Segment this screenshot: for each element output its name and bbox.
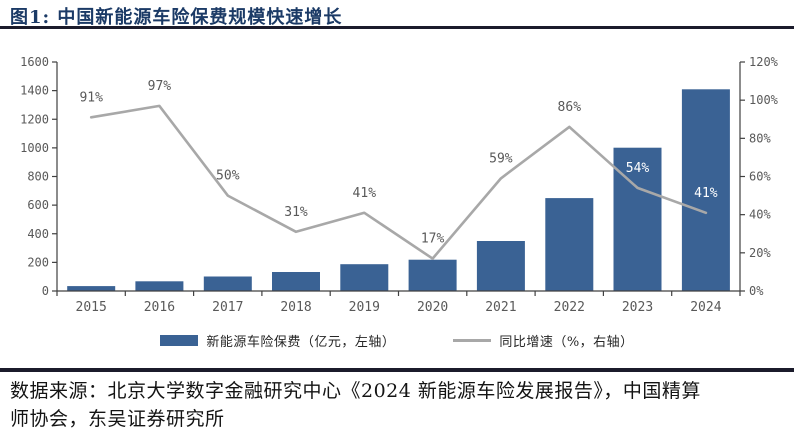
bar-swatch-icon (160, 335, 199, 346)
svg-text:1600: 1600 (20, 55, 49, 69)
data-label: 54% (626, 161, 650, 176)
line-swatch-icon (453, 339, 492, 342)
bar-2017 (203, 276, 252, 291)
data-label: 41% (694, 186, 718, 201)
x-tick-label: 2016 (144, 300, 175, 315)
x-tick-label: 2018 (280, 300, 311, 315)
svg-text:80%: 80% (749, 131, 771, 145)
x-tick-label: 2015 (76, 300, 107, 315)
legend-label-growth: 同比增速（%，右轴） (499, 335, 634, 350)
bar-2023 (613, 147, 662, 291)
source-rule (0, 368, 794, 372)
bar-2018 (272, 272, 320, 291)
legend: 新能源车险保费（亿元，左轴） 同比增速（%，右轴） (0, 331, 794, 350)
x-tick-label: 2024 (690, 300, 721, 315)
bar-2021 (476, 241, 525, 291)
x-tick-label: 2023 (622, 300, 653, 315)
svg-text:0%: 0% (749, 284, 764, 298)
x-tick-label: 2022 (554, 300, 585, 315)
figure-title: 图1: 中国新能源车险保费规模快速增长 (10, 7, 343, 28)
data-label: 97% (148, 79, 172, 94)
svg-text:400: 400 (27, 227, 49, 241)
bar-2022 (545, 198, 594, 291)
svg-text:100%: 100% (749, 93, 779, 107)
data-label: 86% (558, 100, 582, 115)
svg-text:600: 600 (27, 198, 49, 212)
svg-text:40%: 40% (749, 208, 771, 222)
svg-text:200: 200 (27, 255, 49, 269)
source-note: 数据来源：北京大学数字金融研究中心《2024 新能源车险发展报告》，中国精算师协… (10, 380, 701, 430)
svg-text:20%: 20% (749, 246, 771, 260)
title-rule (0, 26, 794, 29)
legend-item-growth: 同比增速（%，右轴） (453, 331, 633, 350)
svg-text:1200: 1200 (20, 112, 49, 126)
svg-text:1400: 1400 (20, 84, 49, 98)
svg-text:60%: 60% (749, 170, 771, 184)
data-label: 50% (216, 169, 240, 184)
data-label: 17% (421, 232, 445, 247)
x-tick-label: 2020 (417, 300, 448, 315)
x-tick-label: 2019 (349, 300, 380, 315)
data-label: 41% (353, 186, 377, 201)
data-label: 31% (284, 205, 308, 220)
growth-line (89, 104, 708, 260)
bar-2020 (408, 259, 457, 291)
data-label: 91% (79, 90, 103, 105)
x-tick-label: 2017 (212, 300, 243, 315)
svg-text:120%: 120% (749, 55, 779, 69)
legend-item-premium: 新能源车险保费（亿元，左轴） (160, 331, 395, 350)
x-tick-label: 2021 (485, 300, 516, 315)
data-label: 59% (489, 151, 513, 166)
legend-label-premium: 新能源车险保费（亿元，左轴） (206, 335, 396, 350)
bar-2016 (135, 281, 184, 291)
bar-2015 (67, 286, 116, 291)
svg-text:0: 0 (42, 284, 49, 298)
svg-text:800: 800 (27, 170, 49, 184)
bar-2024 (681, 89, 730, 291)
svg-text:1000: 1000 (20, 141, 49, 155)
chart-plot: 91% 97% 50% 31% 41% 17% 59% 86% 54% 41% 0 200 400 600… (20, 55, 779, 315)
bar-2019 (340, 264, 389, 291)
